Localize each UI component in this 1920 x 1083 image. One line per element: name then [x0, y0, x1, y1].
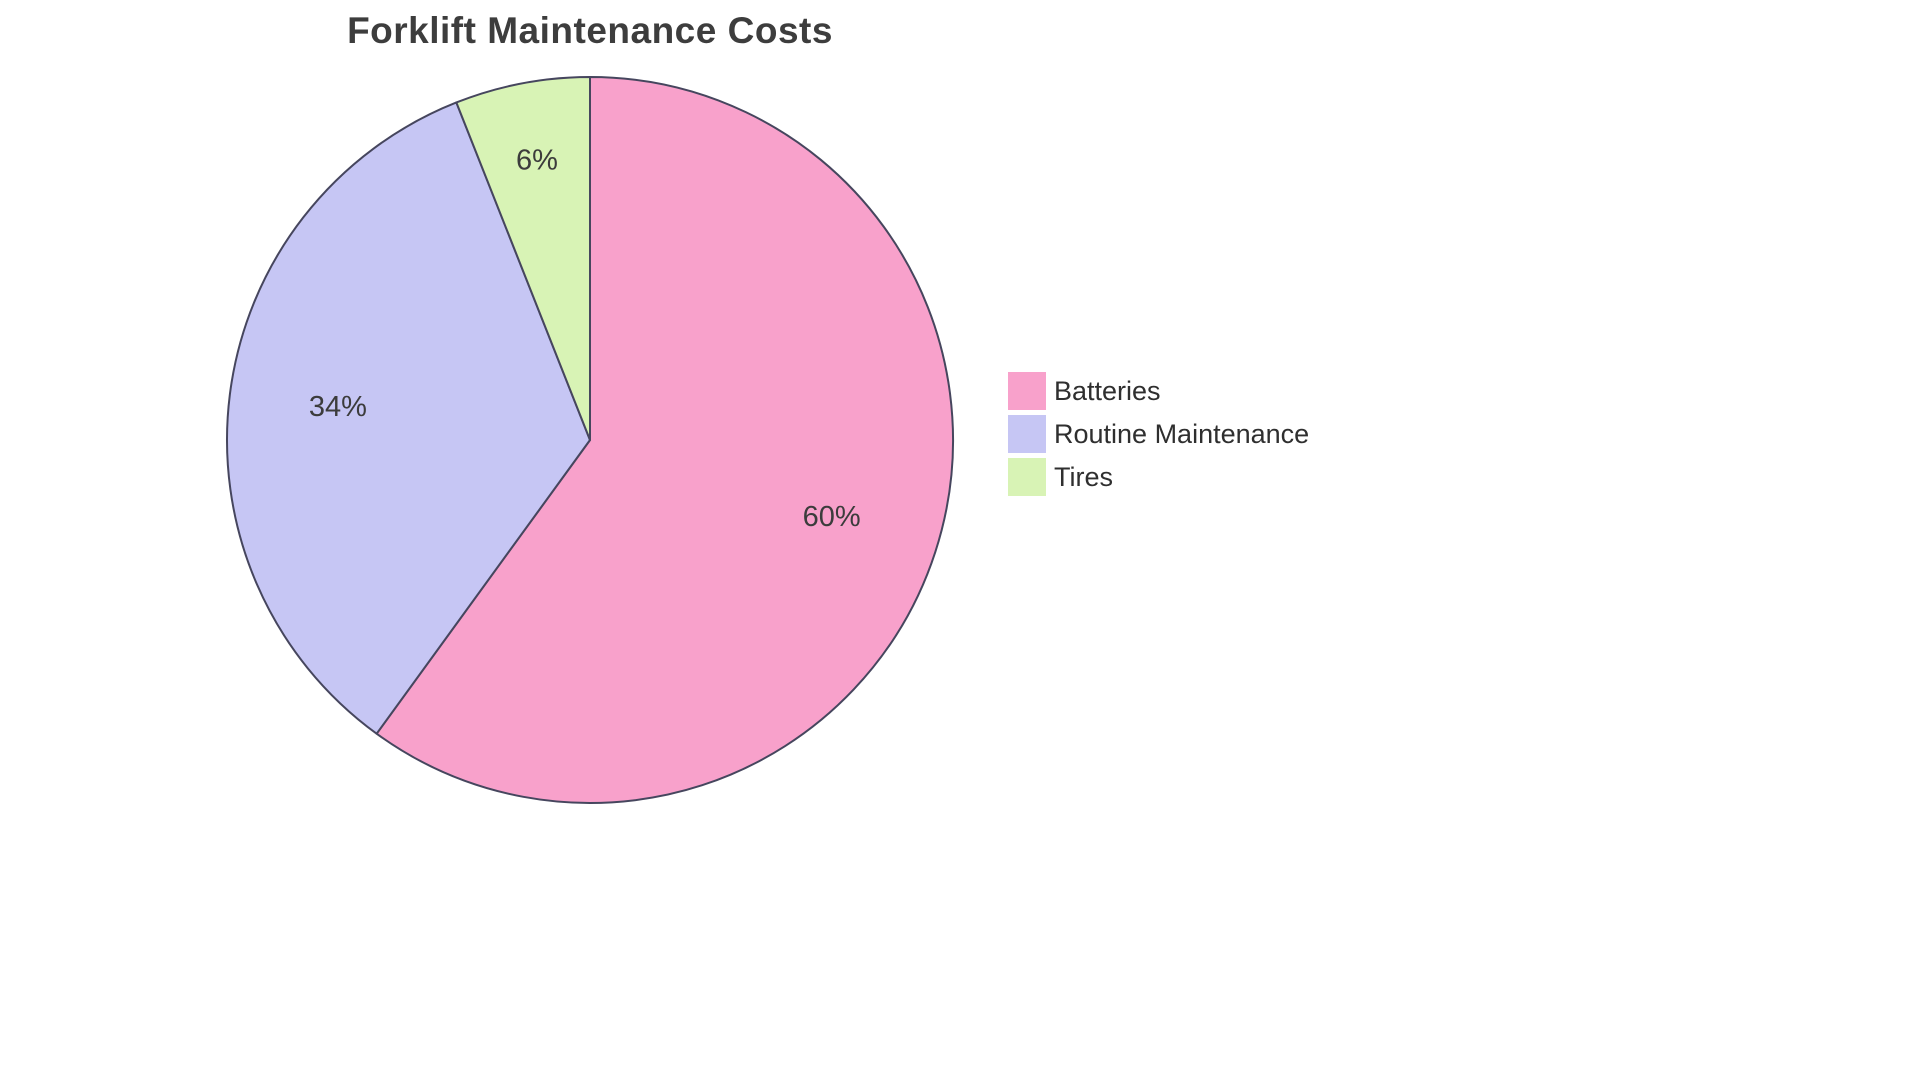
- pie-slice-tires: [455, 76, 591, 441]
- pie-slice-batteries: [375, 76, 954, 804]
- legend-label: Batteries: [1054, 375, 1161, 406]
- legend-item-tires: Tires: [1008, 457, 1309, 497]
- legend: Batteries Routine Maintenance Tires: [1008, 371, 1309, 497]
- legend-label: Routine Maintenance: [1054, 418, 1310, 449]
- slice-value-label: 6%: [516, 145, 558, 177]
- legend-swatch-routine-maintenance: [1008, 415, 1046, 453]
- legend-swatch-tires: [1008, 458, 1046, 496]
- pie-slices-group: 60% 34% 6%: [226, 76, 954, 804]
- pie-slice-routine-maintenance: [226, 101, 591, 735]
- legend-label: Tires: [1054, 461, 1113, 492]
- legend-item-batteries: Batteries: [1008, 371, 1309, 411]
- chart-title: Forklift Maintenance Costs: [347, 10, 833, 51]
- legend-swatch-batteries: [1008, 372, 1046, 410]
- slice-value-label: 60%: [803, 501, 861, 533]
- slice-value-label: 34%: [309, 391, 367, 423]
- legend-item-routine-maintenance: Routine Maintenance: [1008, 414, 1309, 454]
